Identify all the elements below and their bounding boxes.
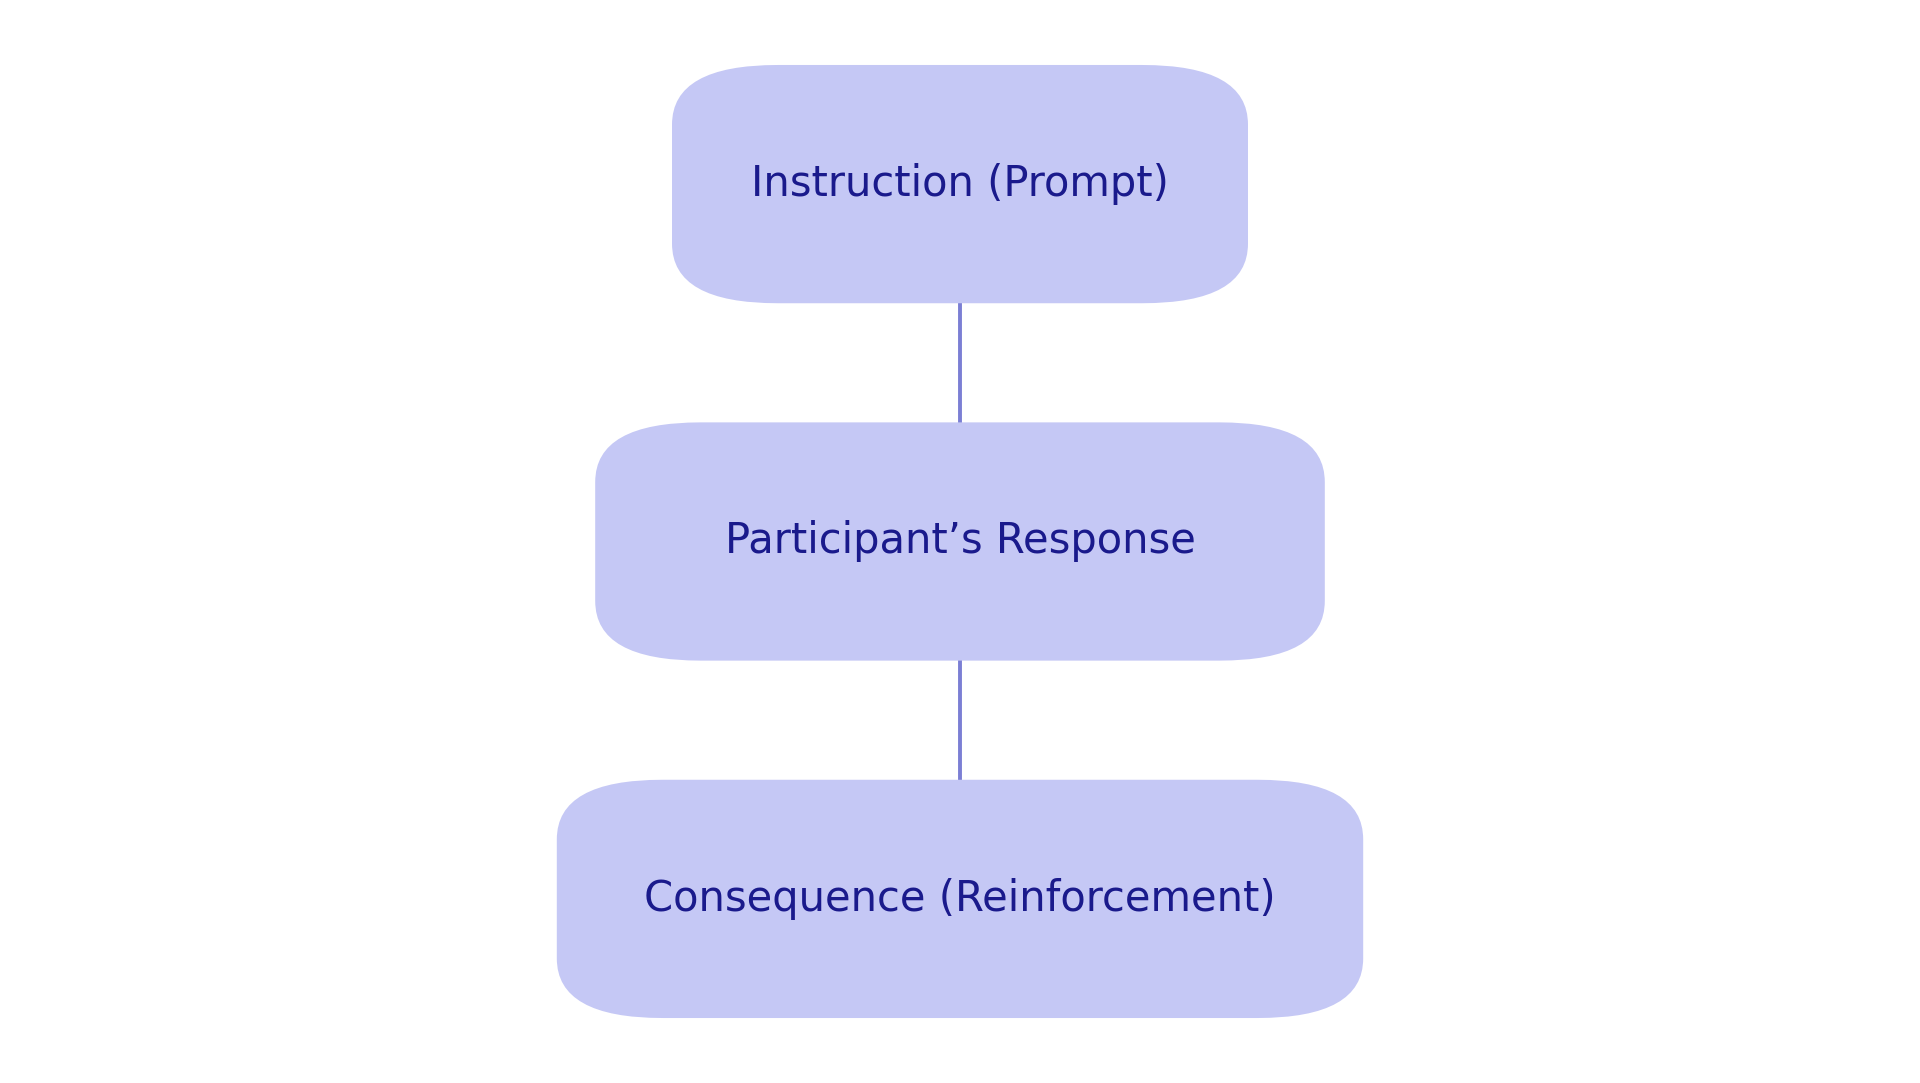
FancyBboxPatch shape [595, 422, 1325, 661]
Text: Consequence (Reinforcement): Consequence (Reinforcement) [645, 878, 1275, 919]
Text: Participant’s Response: Participant’s Response [724, 521, 1196, 562]
Text: Instruction (Prompt): Instruction (Prompt) [751, 164, 1169, 205]
FancyBboxPatch shape [557, 780, 1363, 1018]
FancyBboxPatch shape [672, 65, 1248, 303]
